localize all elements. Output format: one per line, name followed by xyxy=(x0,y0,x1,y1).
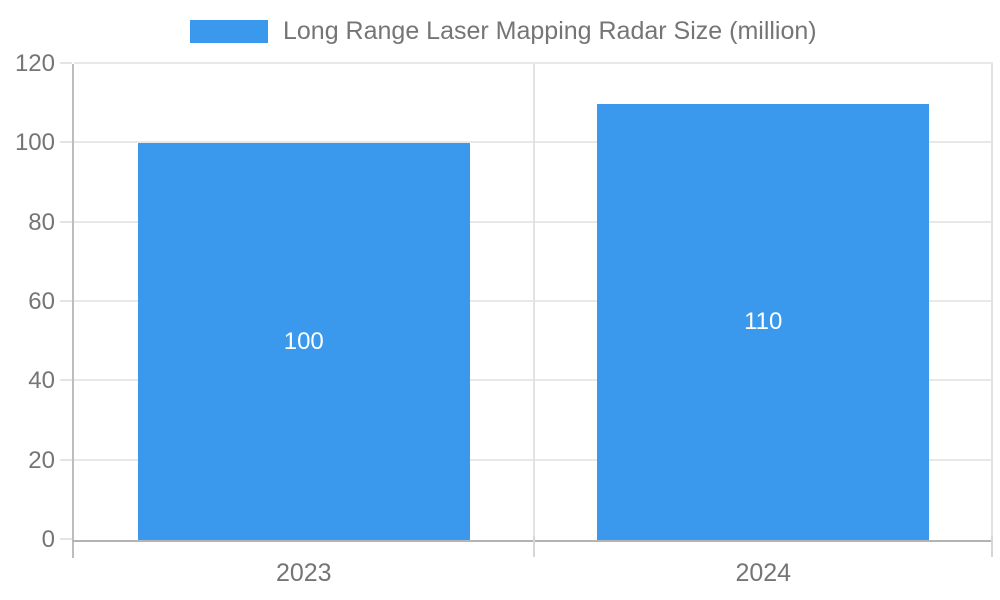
legend-swatch xyxy=(190,20,268,43)
y-tick-label: 20 xyxy=(28,446,55,474)
x-axis-tick xyxy=(991,536,993,557)
y-axis-tick xyxy=(60,458,72,461)
bar: 100 xyxy=(137,143,470,540)
x-tick-label: 2024 xyxy=(735,559,792,587)
x-axis-tick xyxy=(532,536,535,557)
legend-label: Long Range Laser Mapping Radar Size (mil… xyxy=(283,17,817,45)
y-axis-tick xyxy=(60,220,72,223)
y-axis-tick xyxy=(60,538,72,540)
y-tick-label: 60 xyxy=(28,288,55,315)
y-axis-tick xyxy=(60,62,72,64)
bar-value-label: 100 xyxy=(283,327,324,355)
y-tick-label: 80 xyxy=(28,208,55,236)
y-tick-label: 40 xyxy=(28,367,55,395)
y-tick-label: 0 xyxy=(41,526,55,553)
y-tick-label: 120 xyxy=(14,50,55,77)
y-axis-tick xyxy=(60,141,72,144)
x-tick-label: 2023 xyxy=(275,559,332,587)
gridline-vertical xyxy=(991,64,993,540)
y-tick-label: 100 xyxy=(14,129,55,157)
y-axis-tick xyxy=(60,379,72,382)
gridline-vertical xyxy=(532,64,535,540)
y-axis-line xyxy=(72,64,74,558)
bar-value-label: 110 xyxy=(744,308,783,335)
bar: 110 xyxy=(597,104,930,540)
gridline-horizontal xyxy=(74,62,993,64)
legend: Long Range Laser Mapping Radar Size (mil… xyxy=(190,17,817,45)
y-axis-tick xyxy=(60,300,72,302)
